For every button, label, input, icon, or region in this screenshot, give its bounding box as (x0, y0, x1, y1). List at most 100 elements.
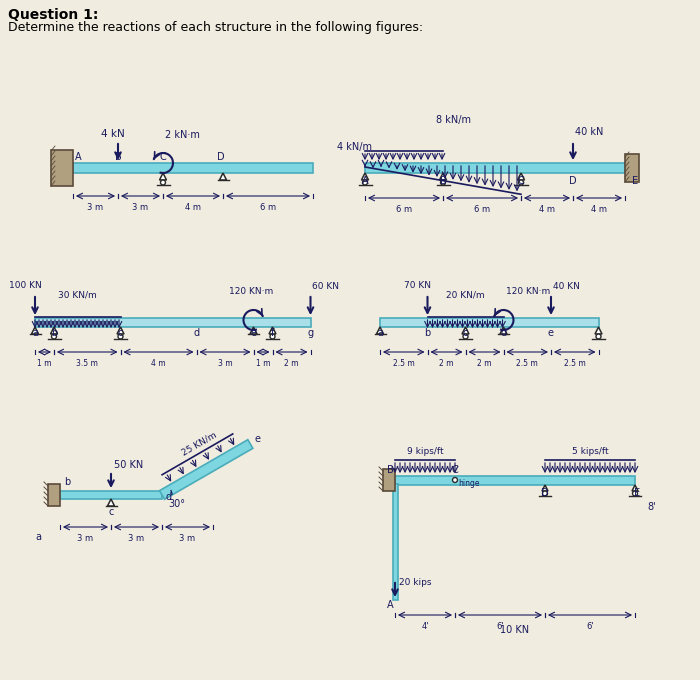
Text: b: b (51, 328, 57, 338)
Text: 3 m: 3 m (78, 534, 94, 543)
Text: 4 kN/m: 4 kN/m (337, 142, 372, 152)
Text: f: f (271, 328, 274, 338)
Text: b: b (424, 328, 430, 338)
Polygon shape (160, 173, 167, 180)
Polygon shape (160, 440, 253, 499)
Text: 3 m: 3 m (88, 203, 104, 212)
Bar (383, 469, 395, 491)
Bar (380, 318, 598, 326)
Text: 2.5 m: 2.5 m (564, 359, 586, 368)
Polygon shape (542, 485, 548, 491)
Text: 3 m: 3 m (132, 203, 148, 212)
Circle shape (633, 491, 638, 496)
Bar (51, 150, 73, 186)
Text: hinge: hinge (458, 479, 480, 488)
Text: 2 m: 2 m (284, 359, 299, 368)
Circle shape (270, 334, 275, 339)
Text: c: c (108, 507, 113, 517)
Text: 25 KN/m: 25 KN/m (181, 430, 218, 458)
Polygon shape (250, 327, 257, 334)
Text: 60 KN: 60 KN (312, 282, 340, 291)
Text: 120 KN·m: 120 KN·m (505, 287, 550, 296)
Text: 6 m: 6 m (260, 203, 276, 212)
Polygon shape (462, 327, 469, 334)
Text: 8 kN/m: 8 kN/m (435, 115, 470, 125)
Circle shape (519, 180, 524, 185)
Text: 1 m: 1 m (37, 359, 52, 368)
Text: 8': 8' (647, 502, 656, 512)
Text: d: d (165, 492, 171, 502)
Text: 3 m: 3 m (179, 534, 195, 543)
Text: D: D (541, 488, 549, 498)
Text: B: B (115, 152, 121, 162)
Text: A: A (362, 176, 368, 186)
Text: 70 KN: 70 KN (404, 281, 431, 290)
Text: 4 m: 4 m (151, 359, 166, 368)
Text: 4': 4' (421, 622, 428, 631)
Polygon shape (377, 327, 384, 334)
Polygon shape (440, 173, 447, 180)
Text: b: b (64, 477, 70, 487)
Text: a: a (32, 328, 38, 338)
Text: A: A (75, 152, 81, 162)
Bar (48, 484, 60, 506)
Bar (365, 163, 625, 173)
Text: 3 m: 3 m (128, 534, 145, 543)
Text: Determine the reactions of each structure in the following figures:: Determine the reactions of each structur… (8, 21, 423, 34)
Text: 10 KN: 10 KN (500, 625, 530, 635)
Text: D: D (569, 176, 577, 186)
Text: C: C (160, 152, 167, 162)
Text: 6 m: 6 m (396, 205, 412, 214)
Text: 6 m: 6 m (474, 205, 490, 214)
Circle shape (452, 477, 458, 483)
Text: 4 kN: 4 kN (101, 129, 125, 139)
Text: a: a (35, 532, 41, 542)
Polygon shape (220, 173, 227, 180)
Text: B: B (440, 176, 447, 186)
Text: 20 KN/m: 20 KN/m (446, 291, 485, 300)
Polygon shape (269, 327, 276, 334)
Circle shape (596, 334, 601, 339)
Text: 30°: 30° (168, 499, 185, 509)
Text: 4 m: 4 m (591, 205, 607, 214)
Text: e: e (254, 434, 260, 444)
Polygon shape (50, 327, 57, 334)
Circle shape (160, 180, 165, 185)
Polygon shape (500, 327, 507, 334)
Text: E: E (632, 176, 638, 186)
Circle shape (52, 334, 57, 339)
Text: 40 kN: 40 kN (575, 127, 603, 137)
Text: 2 m: 2 m (440, 359, 454, 368)
Text: E: E (634, 488, 640, 498)
Text: D: D (217, 152, 225, 162)
Text: d: d (500, 328, 507, 338)
Text: 6': 6' (496, 622, 504, 631)
Text: 3.5 m: 3.5 m (76, 359, 98, 368)
Text: 6': 6' (586, 622, 594, 631)
Polygon shape (632, 485, 638, 491)
Text: C: C (452, 465, 458, 475)
Polygon shape (361, 173, 368, 180)
Text: 9 kips/ft: 9 kips/ft (407, 447, 443, 456)
Text: c: c (463, 328, 468, 338)
Polygon shape (393, 484, 398, 600)
Text: 1 m: 1 m (256, 359, 270, 368)
Text: C: C (517, 176, 524, 186)
Text: a: a (377, 328, 383, 338)
Text: 100 KN: 100 KN (8, 281, 41, 290)
Polygon shape (595, 327, 602, 334)
Text: 3 m: 3 m (218, 359, 232, 368)
Circle shape (463, 334, 468, 339)
Text: 30 KN/m: 30 KN/m (58, 291, 97, 300)
Circle shape (542, 491, 547, 496)
Text: Question 1:: Question 1: (8, 8, 99, 22)
Text: A: A (387, 600, 393, 610)
Text: 2 kN·m: 2 kN·m (165, 130, 200, 140)
Text: B: B (387, 465, 393, 475)
Text: e: e (548, 328, 554, 338)
Text: 2 m: 2 m (477, 359, 491, 368)
Text: 120 KN·m: 120 KN·m (230, 287, 274, 296)
Text: e: e (251, 328, 256, 338)
Text: c: c (118, 328, 123, 338)
Text: 4 m: 4 m (539, 205, 555, 214)
